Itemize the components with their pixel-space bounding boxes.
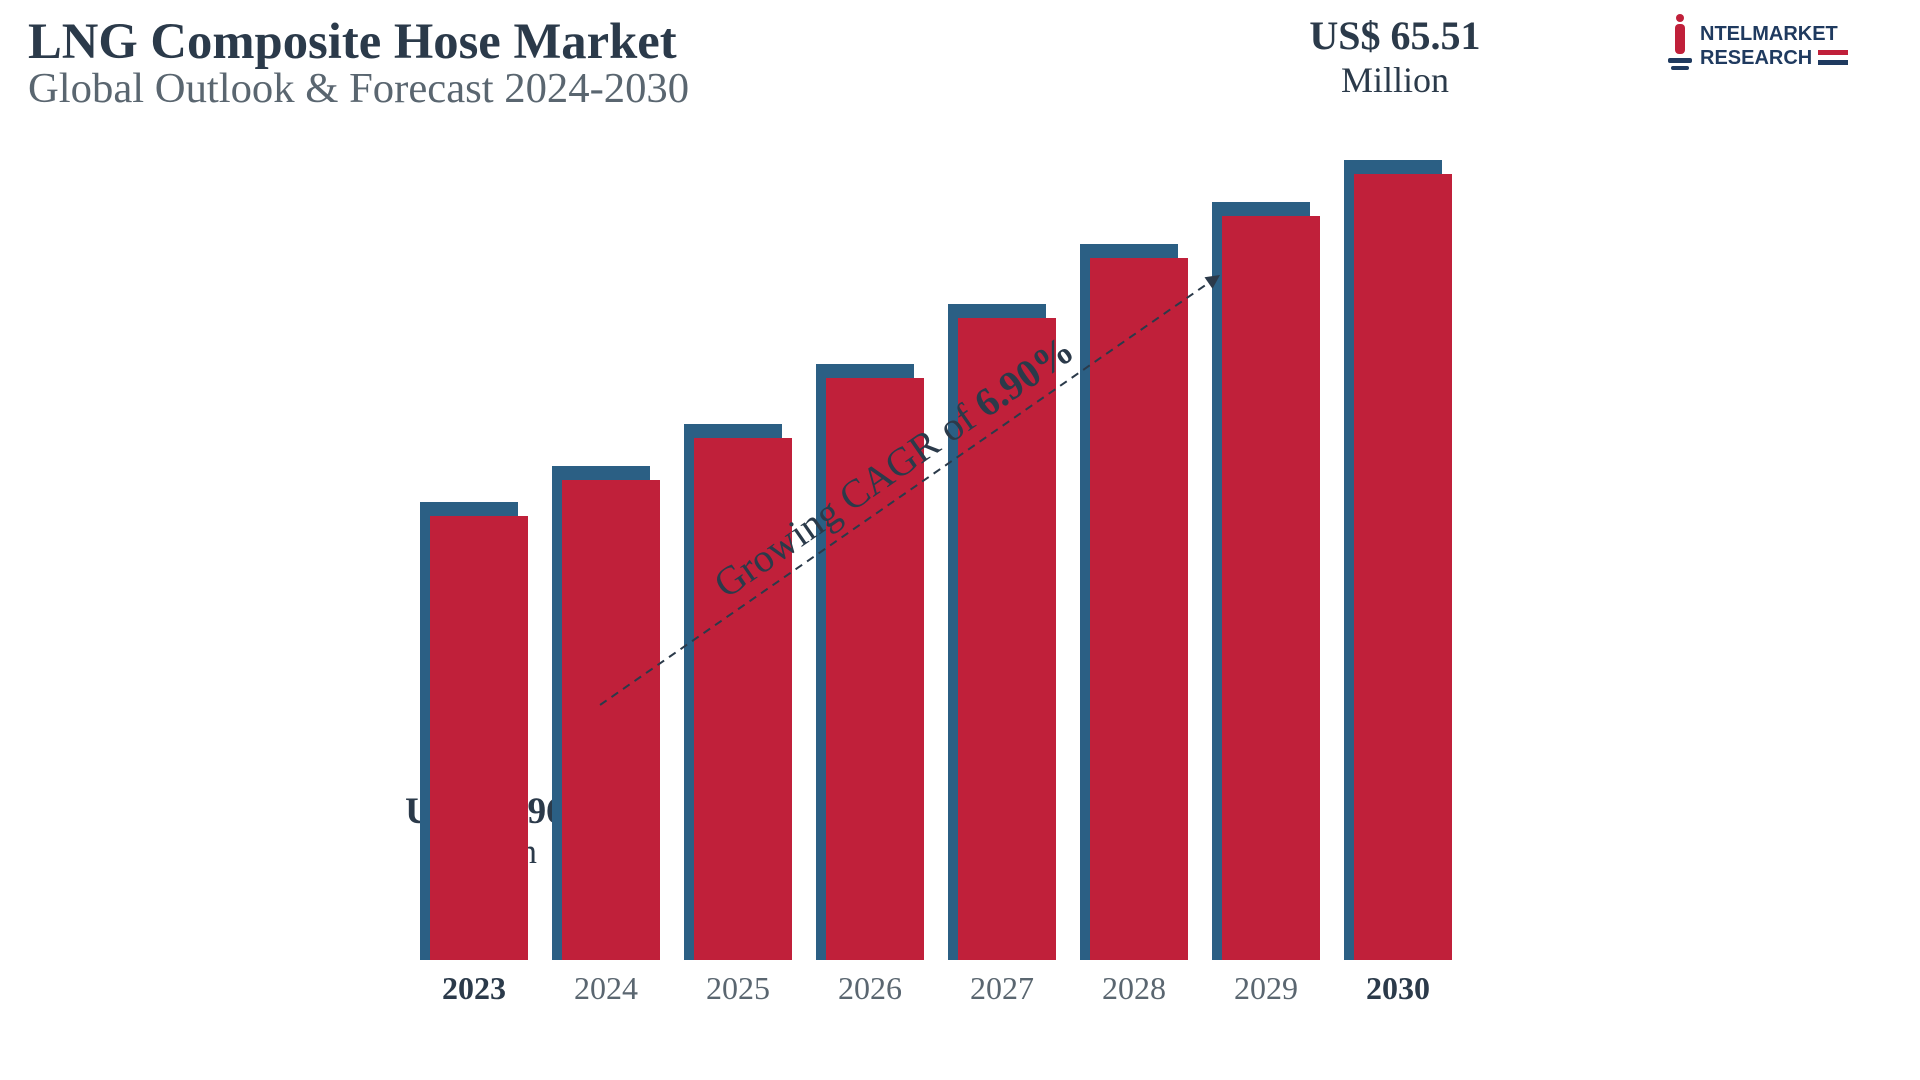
x-axis-labels: 2023 2024 2025 2026 2027 2028 2029 2030	[420, 970, 1480, 1020]
chart-subtitle: Global Outlook & Forecast 2024-2030	[28, 64, 689, 113]
svg-text:RESEARCH: RESEARCH	[1700, 47, 1812, 69]
bar-value	[1354, 174, 1452, 960]
bar-chart: 2023 2024 2025 2026 2027 2028 2029 2030	[420, 120, 1480, 1030]
end-unit: Million	[1280, 59, 1510, 101]
svg-text:NTELMARKET: NTELMARKET	[1700, 23, 1838, 45]
x-label-2030: 2030	[1344, 970, 1452, 1007]
plot-area	[420, 120, 1480, 960]
brand-logo: NTELMARKET RESEARCH	[1660, 10, 1880, 80]
x-label-2024: 2024	[552, 970, 660, 1007]
x-label-2026: 2026	[816, 970, 924, 1007]
x-label-2028: 2028	[1080, 970, 1188, 1007]
bar-value	[1222, 216, 1320, 960]
bar-value	[562, 480, 660, 960]
x-label-2025: 2025	[684, 970, 792, 1007]
bar-value	[430, 516, 528, 960]
x-label-2029: 2029	[1212, 970, 1320, 1007]
bar-2024	[562, 480, 660, 960]
infographic-canvas: LNG Composite Hose Market Global Outlook…	[0, 0, 1920, 1080]
end-value: US$ 65.51	[1280, 12, 1510, 59]
bar-value	[694, 438, 792, 960]
x-label-2027: 2027	[948, 970, 1056, 1007]
bar-2030	[1354, 174, 1452, 960]
bar-2023	[430, 516, 528, 960]
bar-2029	[1222, 216, 1320, 960]
end-value-callout: US$ 65.51 Million	[1280, 12, 1510, 101]
bar-2025	[694, 438, 792, 960]
chart-title: LNG Composite Hose Market	[28, 12, 677, 70]
x-label-2023: 2023	[420, 970, 528, 1007]
